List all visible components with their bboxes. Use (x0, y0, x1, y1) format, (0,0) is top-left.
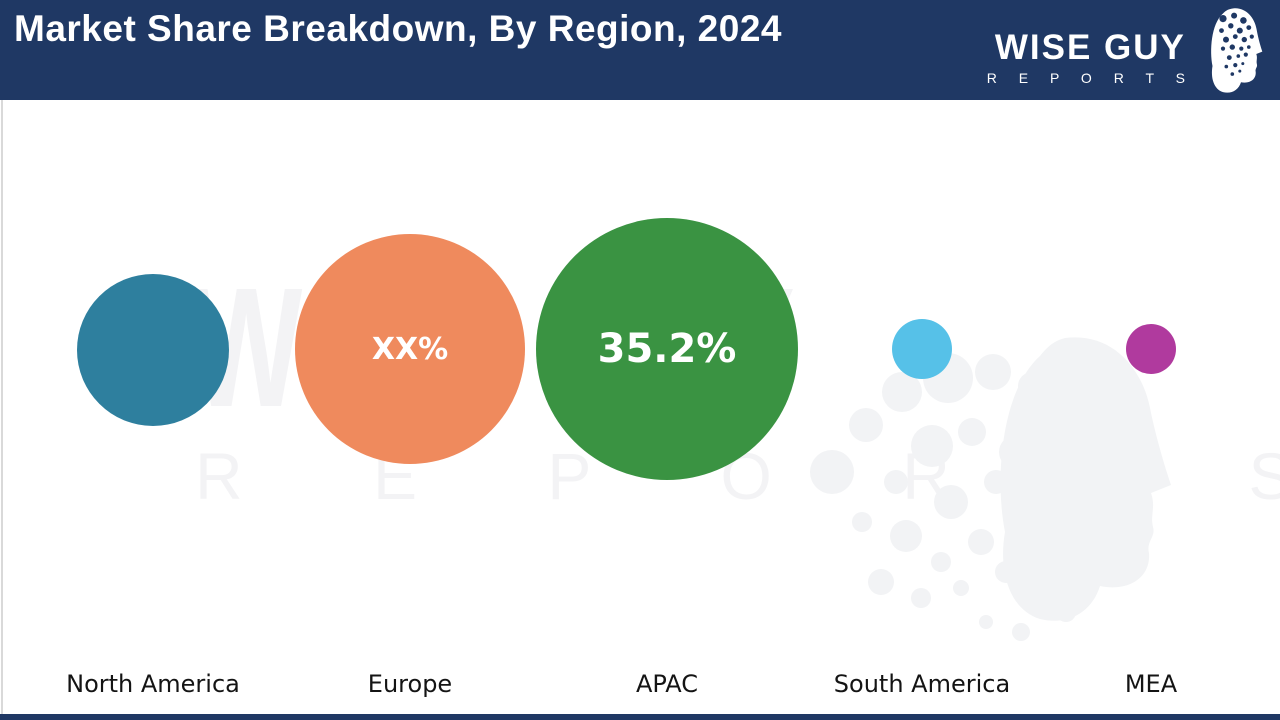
chart-area: WISE GUY R E P O R T S (0, 100, 1280, 714)
header-banner: Market Share Breakdown, By Region, 2024 … (0, 0, 1280, 100)
left-edge-line (1, 100, 3, 714)
bubble-value-europe: XX% (371, 331, 449, 367)
logo-wordmark-line1: WISE GUY (994, 28, 1186, 67)
logo-wordmark-line2: R E P O R T S (986, 70, 1194, 86)
footer-bar (0, 714, 1280, 720)
bubble-europe: XX% (295, 234, 525, 464)
category-label-north-america: North America (66, 670, 240, 698)
watermark-head-icon (810, 337, 1171, 641)
page-title: Market Share Breakdown, By Region, 2024 (14, 8, 782, 49)
bubble-apac: 35.2% (536, 218, 798, 480)
bubble-value-apac: 35.2% (597, 326, 737, 372)
category-label-south-america: South America (833, 670, 1011, 698)
category-label-europe: Europe (367, 670, 453, 698)
bubble-north-america (77, 274, 229, 426)
category-label-mea: MEA (1124, 670, 1178, 698)
wise-guy-logo: WISE GUY R E P O R T S (987, 6, 1266, 96)
logo-head-icon (1211, 8, 1263, 93)
bubble-south-america (892, 319, 952, 379)
bubble-mea (1126, 324, 1176, 374)
category-label-apac: APAC (635, 670, 699, 698)
logo-wordmark: WISE GUY R E P O R T S (987, 28, 1194, 86)
